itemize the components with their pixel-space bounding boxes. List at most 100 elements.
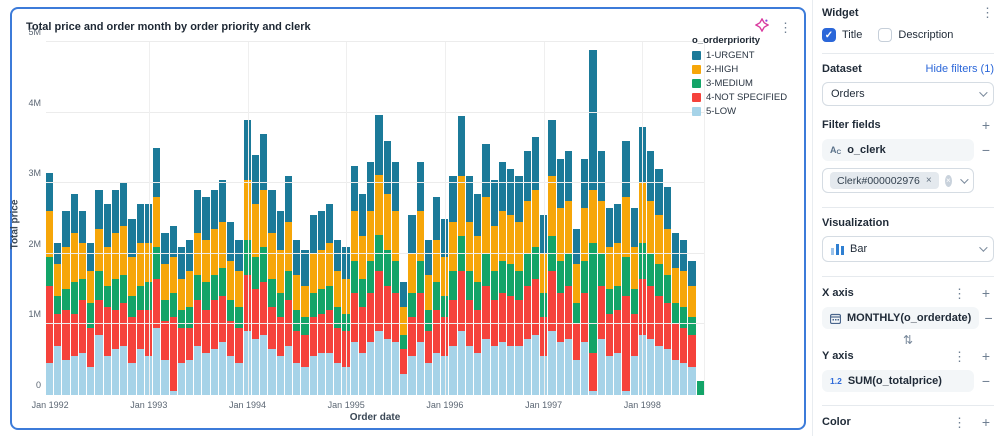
bar-segment[interactable]: [622, 296, 630, 392]
bar-segment[interactable]: [482, 253, 490, 286]
bar-segment[interactable]: [671, 232, 680, 268]
bar-segment[interactable]: [227, 222, 235, 261]
bar-segment[interactable]: [416, 292, 424, 343]
stacked-bar[interactable]: [334, 42, 342, 395]
bar-segment[interactable]: [111, 190, 120, 233]
bar-segment[interactable]: [556, 207, 564, 261]
bar-segment[interactable]: [169, 391, 177, 395]
bar-segment[interactable]: [325, 285, 334, 311]
bar-segment[interactable]: [210, 275, 218, 300]
bar-segment[interactable]: [622, 391, 630, 395]
bar-segment[interactable]: [161, 264, 169, 300]
bar-segment[interactable]: [243, 331, 251, 395]
bar-segment[interactable]: [498, 260, 507, 293]
remove-y-axis-button[interactable]: −: [981, 373, 991, 389]
bar-segment[interactable]: [556, 292, 564, 343]
bar-segment[interactable]: [573, 359, 581, 395]
bar-segment[interactable]: [597, 338, 605, 395]
bar-segment[interactable]: [647, 253, 655, 286]
stacked-bar[interactable]: [268, 42, 276, 395]
bar-segment[interactable]: [128, 218, 136, 258]
stacked-bar[interactable]: [391, 42, 400, 395]
bar-segment[interactable]: [153, 246, 161, 279]
stacked-bar[interactable]: [210, 42, 218, 395]
bar-segment[interactable]: [630, 246, 638, 290]
bar-segment[interactable]: [457, 331, 465, 395]
bar-segment[interactable]: [251, 257, 260, 290]
bar-segment[interactable]: [507, 296, 515, 346]
bar-segment[interactable]: [523, 285, 531, 339]
bar-segment[interactable]: [597, 151, 605, 201]
stacked-bar[interactable]: [433, 42, 441, 395]
bar-segment[interactable]: [358, 352, 367, 395]
stacked-bar[interactable]: [153, 42, 161, 395]
bar-segment[interactable]: [383, 338, 391, 395]
bar-segment[interactable]: [605, 289, 614, 314]
stacked-bar[interactable]: [400, 42, 408, 395]
bar-segment[interactable]: [449, 271, 457, 300]
bar-segment[interactable]: [227, 299, 235, 321]
y-axis-menu-icon[interactable]: ⋮: [953, 348, 966, 364]
bar-segment[interactable]: [194, 190, 202, 233]
add-y-axis-button[interactable]: +: [981, 348, 991, 364]
filter-value-combobox[interactable]: Clerk#000002976 × ×: [822, 168, 974, 193]
stacked-bar[interactable]: [120, 42, 128, 395]
bar-segment[interactable]: [144, 310, 153, 357]
stacked-bar[interactable]: [342, 42, 350, 395]
bar-segment[interactable]: [474, 236, 482, 283]
stacked-bar[interactable]: [465, 42, 474, 395]
bar-segment[interactable]: [474, 193, 482, 237]
bar-segment[interactable]: [284, 271, 293, 300]
bar-segment[interactable]: [416, 342, 424, 395]
bar-segment[interactable]: [383, 140, 391, 194]
bar-segment[interactable]: [424, 274, 433, 311]
bar-segment[interactable]: [605, 313, 614, 357]
hide-filters-link[interactable]: Hide filters (1): [925, 63, 994, 75]
bar-segment[interactable]: [309, 356, 317, 395]
bar-segment[interactable]: [457, 116, 465, 177]
bar-segment[interactable]: [433, 197, 441, 240]
bar-segment[interactable]: [235, 271, 243, 307]
bar-segment[interactable]: [663, 229, 671, 275]
bar-segment[interactable]: [400, 306, 408, 335]
stacked-bar[interactable]: [655, 42, 663, 395]
stacked-bar[interactable]: [309, 42, 317, 395]
bar-segment[interactable]: [433, 282, 441, 311]
bar-segment[interactable]: [449, 176, 457, 223]
bar-segment[interactable]: [144, 243, 153, 283]
bar-segment[interactable]: [260, 335, 268, 395]
bar-segment[interactable]: [54, 313, 62, 346]
bar-segment[interactable]: [449, 222, 457, 272]
bar-segment[interactable]: [490, 345, 498, 395]
bar-segment[interactable]: [342, 278, 350, 314]
stacked-bar[interactable]: [515, 42, 523, 395]
bar-segment[interactable]: [268, 306, 276, 350]
add-color-button[interactable]: +: [981, 414, 991, 430]
bar-segment[interactable]: [424, 310, 433, 332]
bar-segment[interactable]: [202, 197, 210, 240]
bar-segment[interactable]: [325, 310, 334, 353]
bar-segment[interactable]: [120, 275, 128, 304]
bar-segment[interactable]: [465, 176, 474, 223]
bar-segment[interactable]: [251, 204, 260, 258]
bar-segment[interactable]: [531, 190, 540, 247]
bar-segment[interactable]: [680, 306, 688, 328]
bar-segment[interactable]: [268, 232, 276, 279]
bar-segment[interactable]: [515, 222, 523, 272]
bar-segment[interactable]: [87, 327, 95, 367]
stacked-bar[interactable]: [507, 42, 515, 395]
stacked-bar[interactable]: [474, 42, 482, 395]
bar-segment[interactable]: [144, 204, 153, 244]
bar-segment[interactable]: [120, 303, 128, 346]
bar-segment[interactable]: [564, 338, 572, 395]
bar-segment[interactable]: [441, 218, 449, 258]
bar-segment[interactable]: [375, 174, 383, 235]
bar-segment[interactable]: [515, 299, 523, 346]
bar-segment[interactable]: [498, 342, 507, 395]
bar-segment[interactable]: [548, 271, 556, 332]
x-axis-menu-icon[interactable]: ⋮: [953, 285, 966, 301]
chip-remove-icon[interactable]: ×: [925, 175, 932, 186]
bar-segment[interactable]: [268, 190, 276, 233]
bar-segment[interactable]: [358, 278, 367, 307]
clear-all-icon[interactable]: ×: [944, 174, 952, 187]
